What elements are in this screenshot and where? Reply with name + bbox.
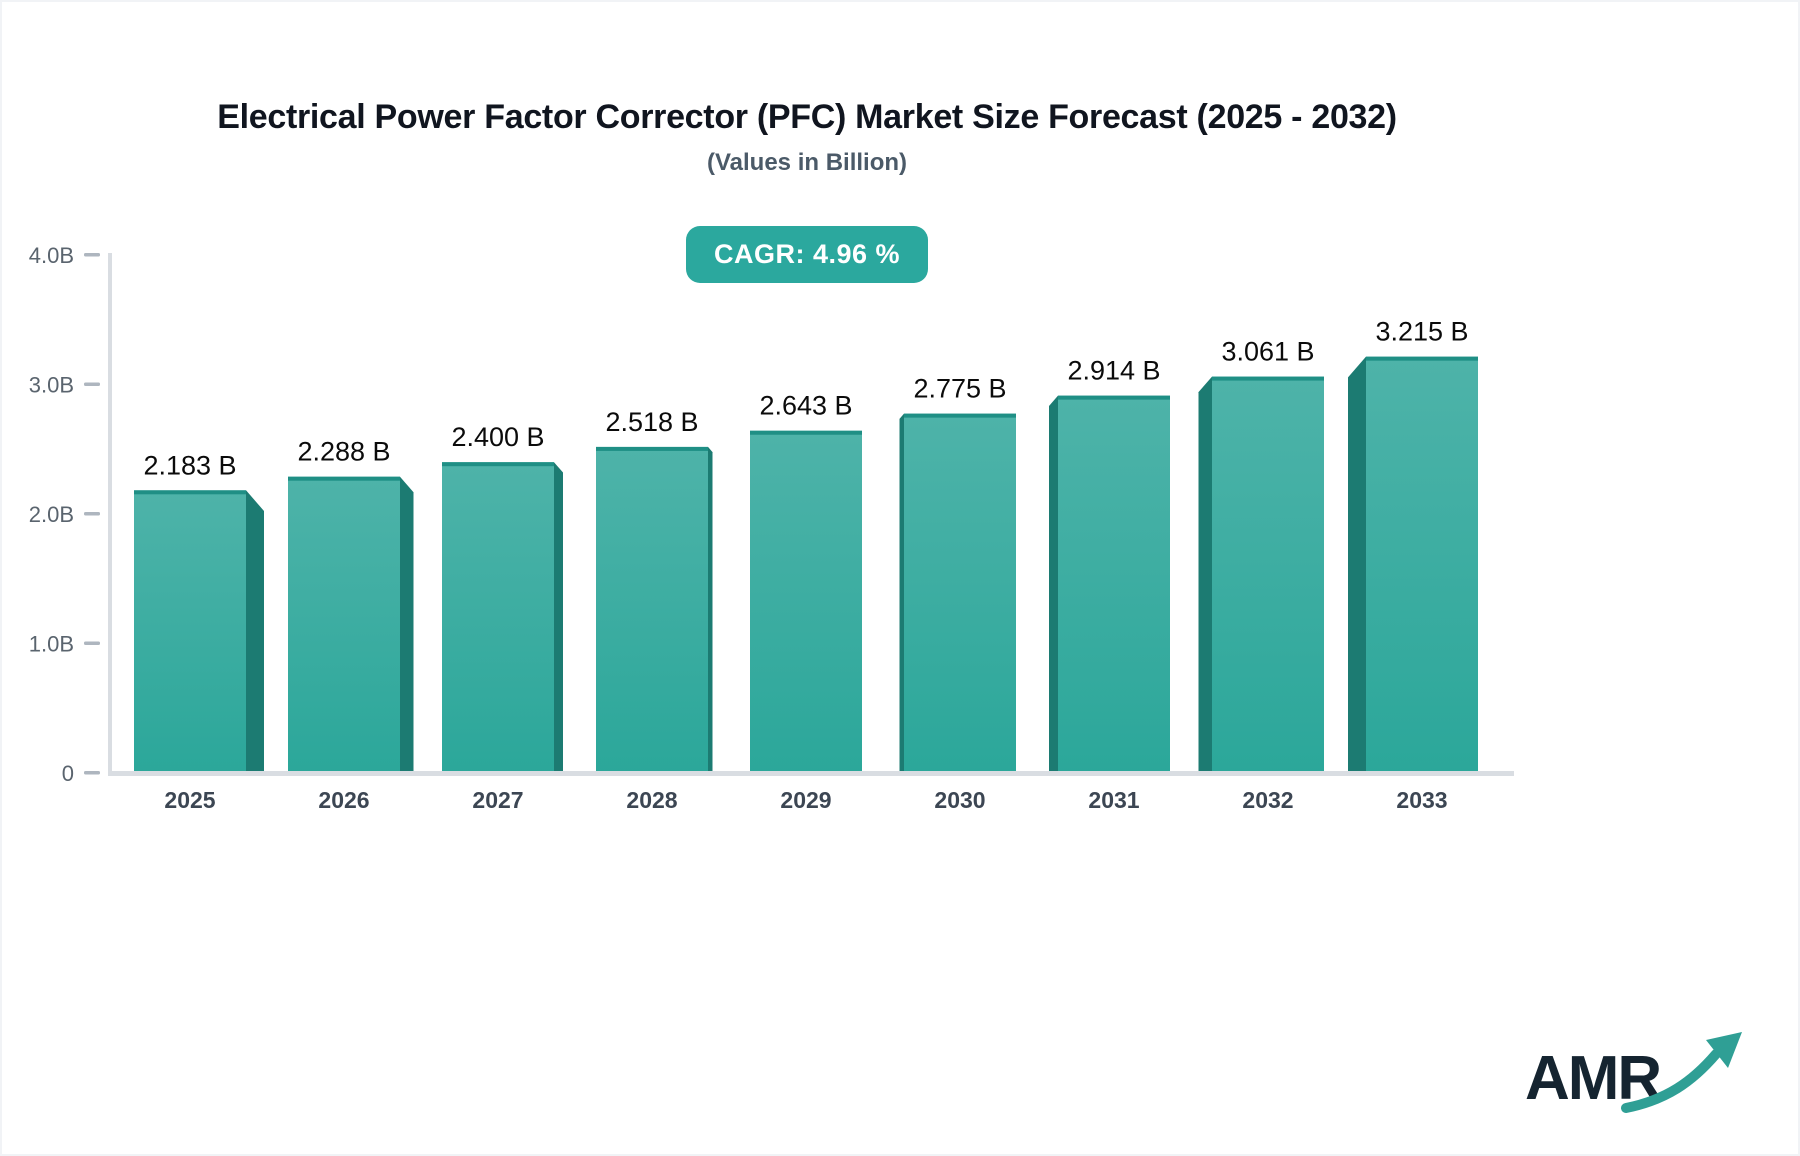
x-tick-label: 2031: [1088, 787, 1139, 813]
x-tick-label: 2025: [164, 787, 215, 813]
chart-title: Electrical Power Factor Corrector (PFC) …: [217, 98, 1397, 136]
bar-value-label: 2.643 B: [759, 391, 852, 421]
bar-top-edge: [442, 462, 554, 467]
bar-side-face: [1348, 356, 1366, 773]
cagr-badge: CAGR: 4.96 %: [685, 226, 929, 283]
bar-value-label: 2.775 B: [913, 374, 1006, 404]
bar-value-label: 3.061 B: [1221, 337, 1314, 367]
bar-top-edge: [1212, 376, 1324, 381]
bar-side-face: [554, 462, 563, 773]
y-tick-dash: [84, 512, 100, 516]
bar-front-face: [596, 446, 708, 773]
bar-front-face: [1212, 376, 1324, 773]
x-tick-label: 2033: [1396, 787, 1447, 813]
bar-top-edge: [1366, 356, 1478, 361]
y-tick-dash: [84, 382, 100, 386]
bar-side-face: [899, 413, 904, 773]
y-tick-label: 3.0B: [29, 373, 74, 398]
bar-front-face: [1058, 395, 1170, 773]
growth-arrow-icon: [1621, 1032, 1742, 1113]
bar-front-face: [904, 413, 1016, 773]
bar-side-face: [400, 476, 414, 773]
bar-value-label: 2.914 B: [1067, 356, 1160, 386]
bar-side-face: [246, 490, 264, 773]
bar-value-label: 2.518 B: [605, 407, 698, 437]
y-tick-label: 0: [62, 761, 74, 786]
x-tick-label: 2030: [934, 787, 985, 813]
x-tick-label: 2027: [472, 787, 523, 813]
y-axis-line: [108, 253, 112, 775]
bar-front-face: [1366, 356, 1478, 773]
bar-top-edge: [1058, 395, 1170, 400]
bar-side-face: [708, 446, 713, 773]
bar-top-edge: [288, 476, 400, 481]
bar-chart-svg: 4.0B 3.0B 2.0B 1.0B 0 2.183 B 2.288 B 2.400 B 2.…: [29, 243, 1514, 813]
chart-subtitle: (Values in Billion): [706, 149, 908, 176]
bar-top-edge: [134, 490, 246, 495]
bar-front-face: [288, 476, 400, 773]
y-tick-label: 2.0B: [29, 502, 74, 527]
x-tick-label: 2028: [626, 787, 677, 813]
bar-chart: 4.0B 3.0B 2.0B 1.0B 0 2.183 B 2.288 B 2.400 B 2.…: [2, 235, 1612, 875]
y-tick-label: 1.0B: [29, 632, 74, 657]
y-tick-label: 4.0B: [29, 243, 74, 268]
y-tick-dash: [84, 253, 100, 257]
bar-front-face: [750, 430, 862, 773]
bar-value-label: 2.400 B: [451, 422, 544, 452]
bar-value-label: 2.288 B: [297, 437, 390, 467]
y-tick-dash: [84, 771, 100, 775]
x-axis-line: [108, 771, 1514, 776]
x-tick-label: 2029: [780, 787, 831, 813]
bar-front-face: [442, 462, 554, 773]
bar-top-edge: [750, 430, 862, 435]
bar-value-label: 3.215 B: [1375, 317, 1468, 347]
bar-top-edge: [596, 446, 708, 451]
bar-top-edge: [904, 413, 1016, 418]
chart-header: Electrical Power Factor Corrector (PFC) …: [2, 2, 1612, 283]
y-tick-dash: [84, 641, 100, 645]
brand-logo-text: AMR: [1525, 1044, 1662, 1113]
bar-side-face: [1198, 376, 1212, 773]
x-tick-label: 2032: [1242, 787, 1293, 813]
x-tick-label: 2026: [318, 787, 369, 813]
bar-side-face: [1049, 395, 1058, 773]
brand-logo: AMR: [1525, 1030, 1750, 1116]
bar-value-label: 2.183 B: [143, 450, 236, 480]
bar-front-face: [134, 490, 246, 773]
